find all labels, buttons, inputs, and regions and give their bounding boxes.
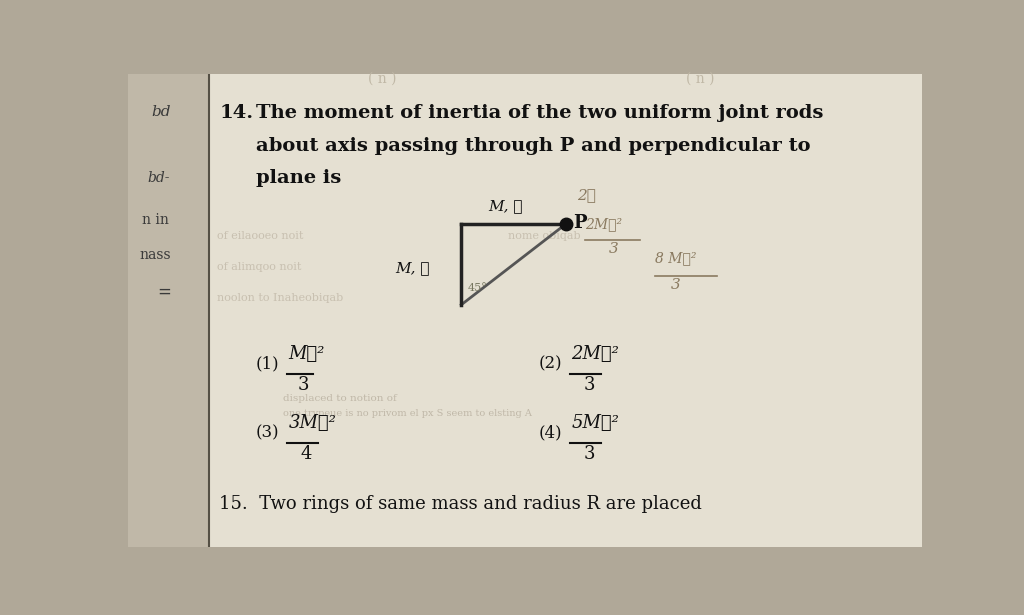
Text: ( n ): ( n ) bbox=[686, 72, 715, 86]
Text: 45°: 45° bbox=[467, 283, 487, 293]
Text: Mℓ²: Mℓ² bbox=[289, 344, 325, 363]
Text: The moment of inertia of the two uniform joint rods: The moment of inertia of the two uniform… bbox=[256, 105, 823, 122]
Text: n in: n in bbox=[142, 213, 169, 227]
Bar bbox=[209, 74, 922, 547]
Text: ( n ): ( n ) bbox=[369, 72, 396, 86]
Text: 3: 3 bbox=[298, 376, 309, 394]
Text: noolon to Inaheobiqab: noolon to Inaheobiqab bbox=[217, 293, 343, 303]
Text: 14.: 14. bbox=[219, 105, 254, 122]
Text: M, ℓ: M, ℓ bbox=[488, 199, 523, 213]
Text: M, ℓ: M, ℓ bbox=[395, 261, 430, 275]
Text: about axis passing through P and perpendicular to: about axis passing through P and perpend… bbox=[256, 137, 810, 155]
Text: 8 Mℓ²: 8 Mℓ² bbox=[655, 252, 696, 266]
Text: plane is: plane is bbox=[256, 169, 341, 187]
Text: displaced to notion of: displaced to notion of bbox=[283, 394, 396, 403]
Text: nass: nass bbox=[139, 248, 171, 261]
Text: =: = bbox=[158, 283, 171, 301]
Text: 2Mℓ²: 2Mℓ² bbox=[586, 217, 623, 231]
Text: (4): (4) bbox=[539, 424, 562, 441]
Text: 4: 4 bbox=[301, 445, 312, 463]
Text: bd: bd bbox=[152, 105, 171, 119]
Text: 5Mℓ²: 5Mℓ² bbox=[571, 414, 620, 432]
Text: of eilaooeo noit: of eilaooeo noit bbox=[217, 231, 303, 241]
Text: P: P bbox=[573, 214, 587, 232]
Text: 15.  Two rings of same mass and radius R are placed: 15. Two rings of same mass and radius R … bbox=[219, 495, 702, 513]
Text: 3: 3 bbox=[608, 242, 618, 256]
Text: (1): (1) bbox=[256, 355, 280, 372]
Text: 3Mℓ²: 3Mℓ² bbox=[289, 414, 336, 432]
Text: 3: 3 bbox=[584, 376, 595, 394]
Text: 3: 3 bbox=[584, 445, 595, 463]
Text: 3: 3 bbox=[671, 279, 680, 292]
Text: (2): (2) bbox=[539, 355, 562, 372]
Text: one trypeue is no privom el px S seem to elsting A: one trypeue is no privom el px S seem to… bbox=[283, 410, 531, 418]
Text: 2ℓ: 2ℓ bbox=[578, 188, 596, 202]
Text: bd-: bd- bbox=[147, 170, 170, 184]
Text: nome obiqab: nome obiqab bbox=[508, 231, 581, 241]
Text: of alimqoo noit: of alimqoo noit bbox=[217, 262, 301, 272]
Text: 2Mℓ²: 2Mℓ² bbox=[571, 344, 620, 363]
Text: (3): (3) bbox=[256, 424, 280, 441]
Bar bbox=[128, 74, 209, 547]
